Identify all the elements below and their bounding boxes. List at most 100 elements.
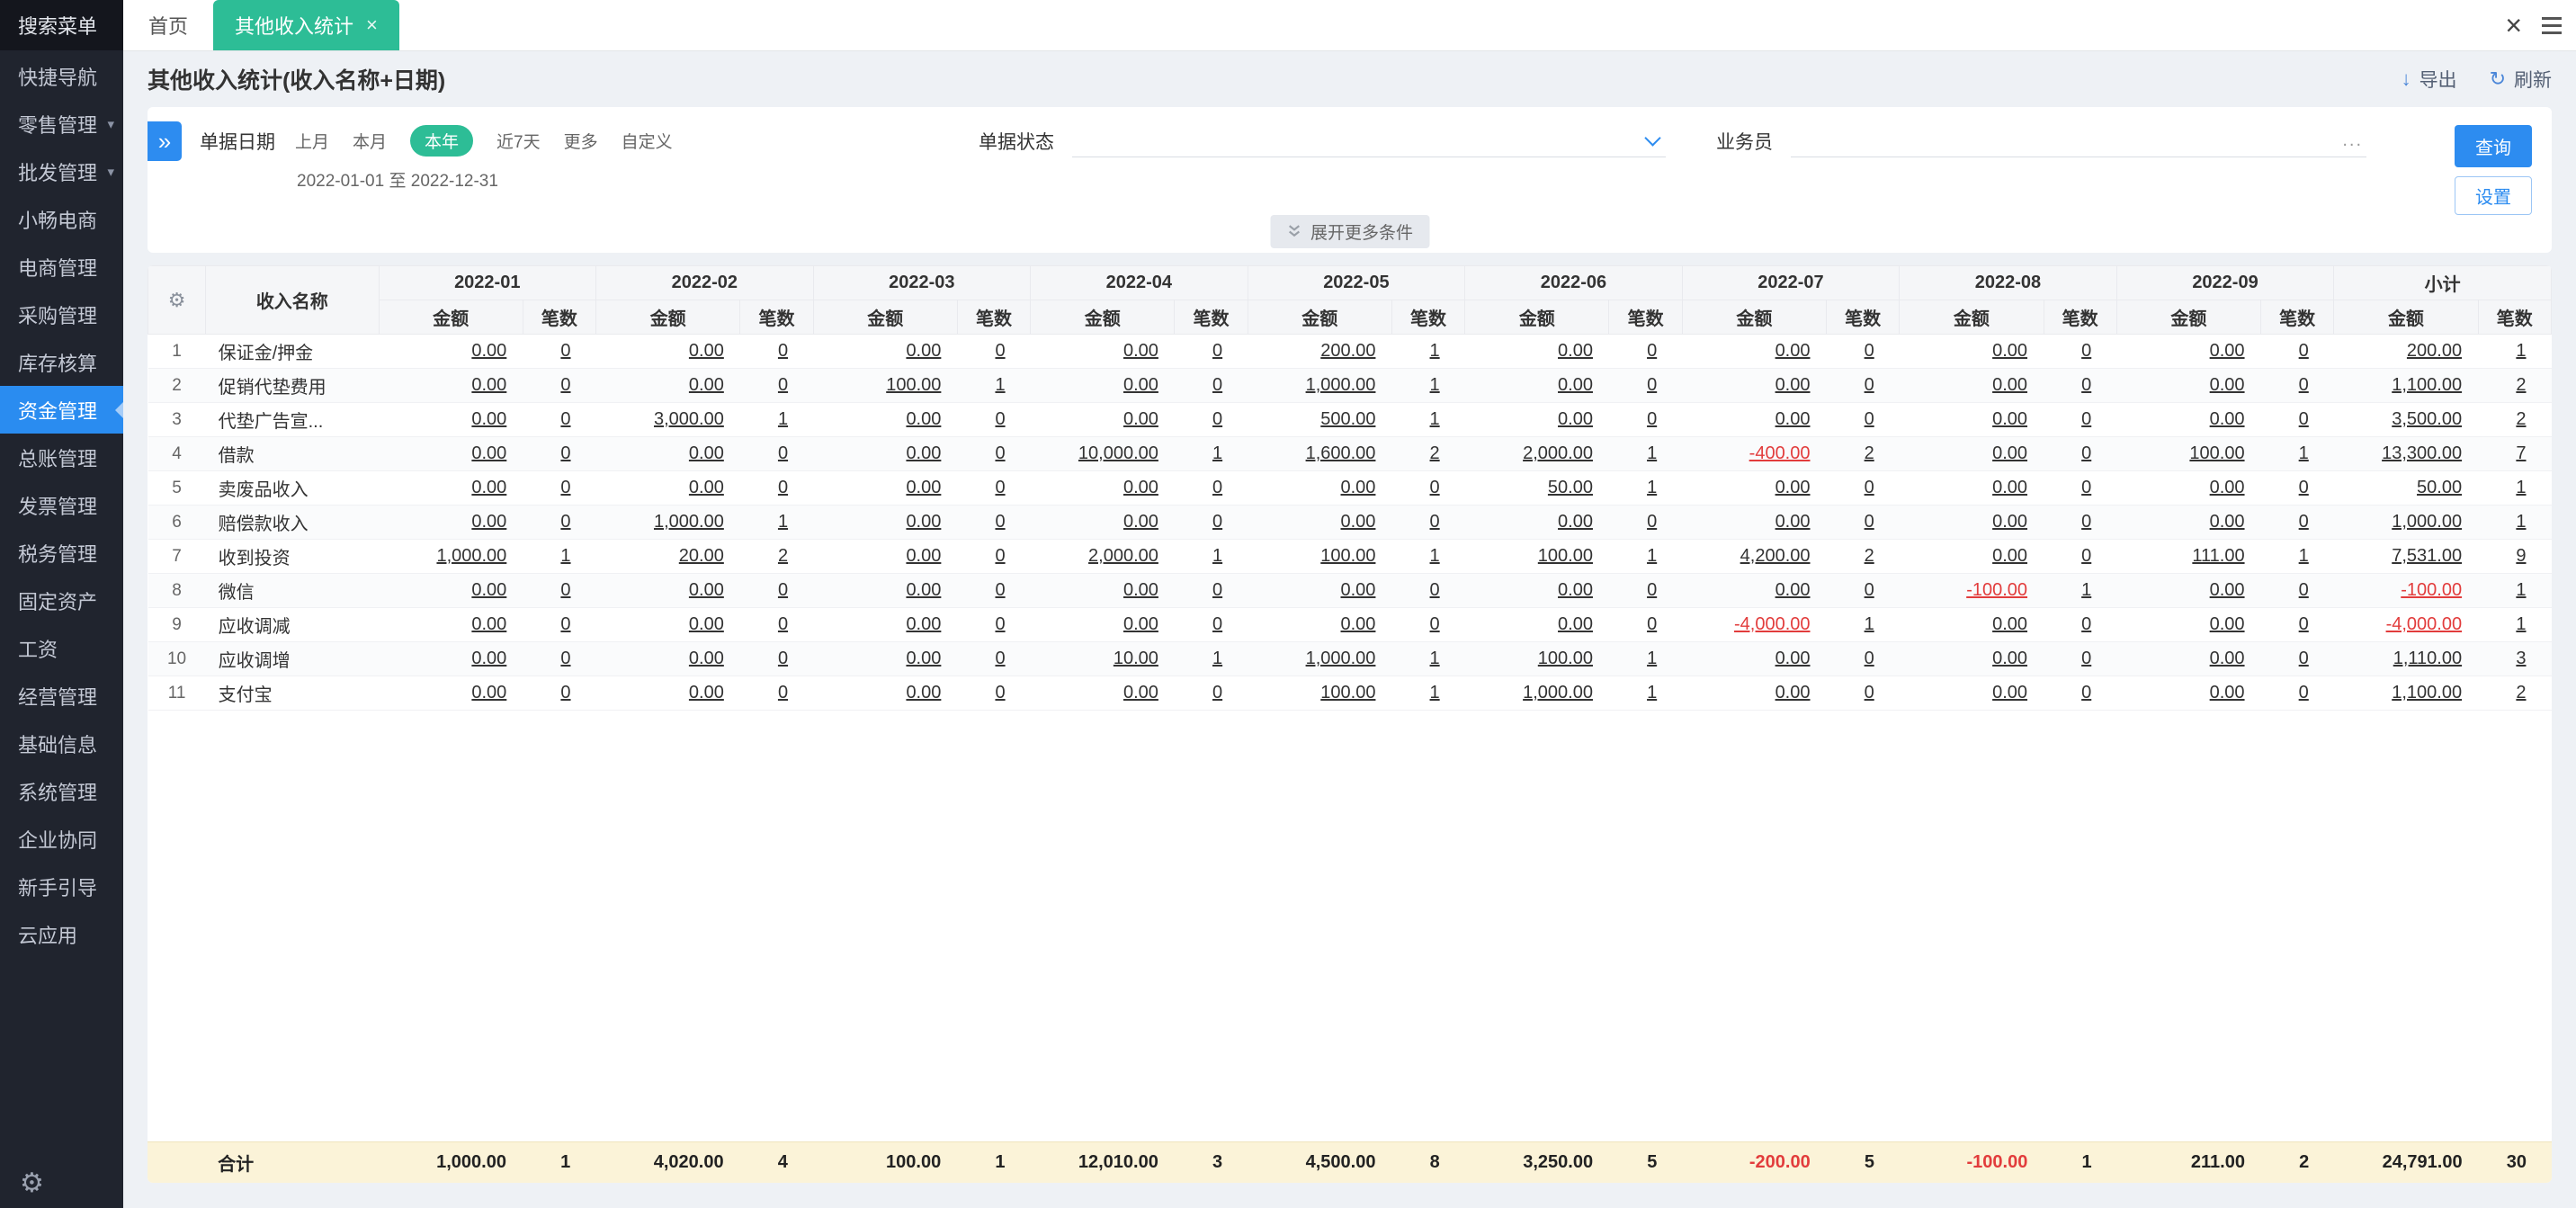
amount-link[interactable]: 100.00 xyxy=(1320,546,1376,566)
amount-link[interactable]: 0.00 xyxy=(471,580,507,600)
count-link[interactable]: 0 xyxy=(560,649,571,668)
count-link[interactable]: 0 xyxy=(560,614,571,634)
amount-link[interactable]: -100.00 xyxy=(2401,580,2463,600)
count-link[interactable]: 1 xyxy=(1429,546,1440,566)
count-link[interactable]: 1 xyxy=(995,375,1006,395)
date-range-value[interactable]: 2022-01-01 至 2022-12-31 xyxy=(297,172,498,191)
menu-icon[interactable] xyxy=(2542,16,2562,34)
count-link[interactable]: 1 xyxy=(2081,580,2092,600)
count-link[interactable]: 0 xyxy=(560,683,571,702)
lookup-ellipsis-icon[interactable]: ... xyxy=(2342,130,2363,150)
count-link[interactable]: 0 xyxy=(2298,649,2309,668)
count-link[interactable]: 1 xyxy=(2516,341,2527,361)
amount-link[interactable]: 200.00 xyxy=(1320,341,1376,361)
amount-link[interactable]: 0.00 xyxy=(471,512,507,532)
count-link[interactable]: 0 xyxy=(2298,409,2309,429)
tab-close-icon[interactable]: × xyxy=(366,13,378,36)
amount-link[interactable]: 0.00 xyxy=(906,409,942,429)
count-link[interactable]: 9 xyxy=(2516,546,2527,566)
amount-link[interactable]: 4,200.00 xyxy=(1740,546,1811,566)
amount-link[interactable]: 0.00 xyxy=(688,341,724,361)
count-link[interactable]: 2 xyxy=(1864,546,1874,566)
count-link[interactable]: 0 xyxy=(777,614,789,634)
amount-link[interactable]: 0.00 xyxy=(1123,580,1158,600)
count-link[interactable]: 0 xyxy=(2081,443,2092,463)
count-link[interactable]: 7 xyxy=(2516,443,2527,463)
count-link[interactable]: 0 xyxy=(1647,409,1658,429)
amount-link[interactable]: 0.00 xyxy=(1340,478,1376,497)
quick-range-上月[interactable]: 上月 xyxy=(295,133,330,152)
amount-link[interactable]: 100.00 xyxy=(1537,546,1593,566)
amount-link[interactable]: 0.00 xyxy=(906,443,942,463)
count-link[interactable]: 0 xyxy=(995,341,1006,361)
amount-link[interactable]: 0.00 xyxy=(2209,649,2245,668)
count-link[interactable]: 0 xyxy=(1212,341,1223,361)
amount-link[interactable]: 0.00 xyxy=(1992,649,2028,668)
count-link[interactable]: 3 xyxy=(2516,649,2527,668)
amount-link[interactable]: 0.00 xyxy=(906,683,942,702)
count-link[interactable]: 0 xyxy=(2298,580,2309,600)
sidebar-item-基础信息[interactable]: 基础信息 xyxy=(0,720,123,767)
amount-link[interactable]: 0.00 xyxy=(2209,614,2245,634)
count-link[interactable]: 0 xyxy=(2298,375,2309,395)
amount-link[interactable]: -400.00 xyxy=(1749,443,1811,463)
amount-link[interactable]: 0.00 xyxy=(1775,580,1811,600)
amount-link[interactable]: 0.00 xyxy=(688,443,724,463)
amount-link[interactable]: 1,110.00 xyxy=(2393,649,2463,668)
count-link[interactable]: 0 xyxy=(2081,546,2092,566)
count-link[interactable]: 0 xyxy=(560,478,571,497)
count-link[interactable]: 1 xyxy=(2516,614,2527,634)
count-link[interactable]: 1 xyxy=(1212,649,1223,668)
amount-link[interactable]: 0.00 xyxy=(2209,375,2245,395)
amount-link[interactable]: 1,000.00 xyxy=(1305,375,1376,395)
count-link[interactable]: 0 xyxy=(1647,341,1658,361)
amount-link[interactable]: 0.00 xyxy=(1123,478,1158,497)
column-settings-icon[interactable]: ⚙ xyxy=(148,265,207,335)
count-link[interactable]: 2 xyxy=(1429,443,1440,463)
amount-link[interactable]: 0.00 xyxy=(1123,409,1158,429)
count-link[interactable]: 0 xyxy=(2081,341,2092,361)
amount-link[interactable]: 0.00 xyxy=(906,614,942,634)
count-link[interactable]: 1 xyxy=(2516,478,2527,497)
amount-link[interactable]: 0.00 xyxy=(2209,409,2245,429)
count-link[interactable]: 0 xyxy=(1212,683,1223,702)
sidebar-item-小畅电商[interactable]: 小畅电商 xyxy=(0,195,123,243)
amount-link[interactable]: 1,000.00 xyxy=(1523,683,1593,702)
amount-link[interactable]: -4,000.00 xyxy=(2385,614,2463,634)
count-link[interactable]: 2 xyxy=(2516,409,2527,429)
amount-link[interactable]: 0.00 xyxy=(2209,580,2245,600)
count-link[interactable]: 1 xyxy=(2516,580,2527,600)
count-link[interactable]: 0 xyxy=(1429,614,1440,634)
amount-link[interactable]: -4,000.00 xyxy=(1733,614,1811,634)
sidebar-item-系统管理[interactable]: 系统管理 xyxy=(0,767,123,815)
query-button[interactable]: 查询 xyxy=(2455,125,2532,167)
amount-link[interactable]: 1,000.00 xyxy=(436,546,507,566)
sidebar-item-企业协同[interactable]: 企业协同 xyxy=(0,815,123,863)
expand-more-conditions-button[interactable]: 展开更多条件 xyxy=(1269,215,1430,248)
count-link[interactable]: 0 xyxy=(1212,478,1223,497)
amount-link[interactable]: 10,000.00 xyxy=(1078,443,1158,463)
amount-link[interactable]: 0.00 xyxy=(1992,478,2028,497)
sidebar-item-资金管理[interactable]: 资金管理 xyxy=(0,386,123,434)
settings-button[interactable]: 设置 xyxy=(2455,176,2532,215)
count-link[interactable]: 0 xyxy=(1212,375,1223,395)
amount-link[interactable]: 0.00 xyxy=(688,580,724,600)
amount-link[interactable]: 0.00 xyxy=(1558,614,1593,634)
quick-range-近7天[interactable]: 近7天 xyxy=(496,133,541,152)
amount-link[interactable]: 0.00 xyxy=(1558,341,1593,361)
count-link[interactable]: 0 xyxy=(1864,580,1874,600)
count-link[interactable]: 1 xyxy=(2298,443,2309,463)
amount-link[interactable]: 0.00 xyxy=(1992,512,2028,532)
sidebar-item-云应用[interactable]: 云应用 xyxy=(0,910,123,958)
count-link[interactable]: 1 xyxy=(777,409,789,429)
amount-link[interactable]: 0.00 xyxy=(471,614,507,634)
count-link[interactable]: 0 xyxy=(2081,683,2092,702)
count-link[interactable]: 0 xyxy=(1647,580,1658,600)
amount-link[interactable]: 0.00 xyxy=(906,478,942,497)
count-link[interactable]: 2 xyxy=(2516,375,2527,395)
sidebar-item-快捷导航[interactable]: 快捷导航 xyxy=(0,52,123,100)
count-link[interactable]: 0 xyxy=(1212,580,1223,600)
amount-link[interactable]: 0.00 xyxy=(471,649,507,668)
amount-link[interactable]: 0.00 xyxy=(2209,512,2245,532)
count-link[interactable]: 0 xyxy=(995,546,1006,566)
